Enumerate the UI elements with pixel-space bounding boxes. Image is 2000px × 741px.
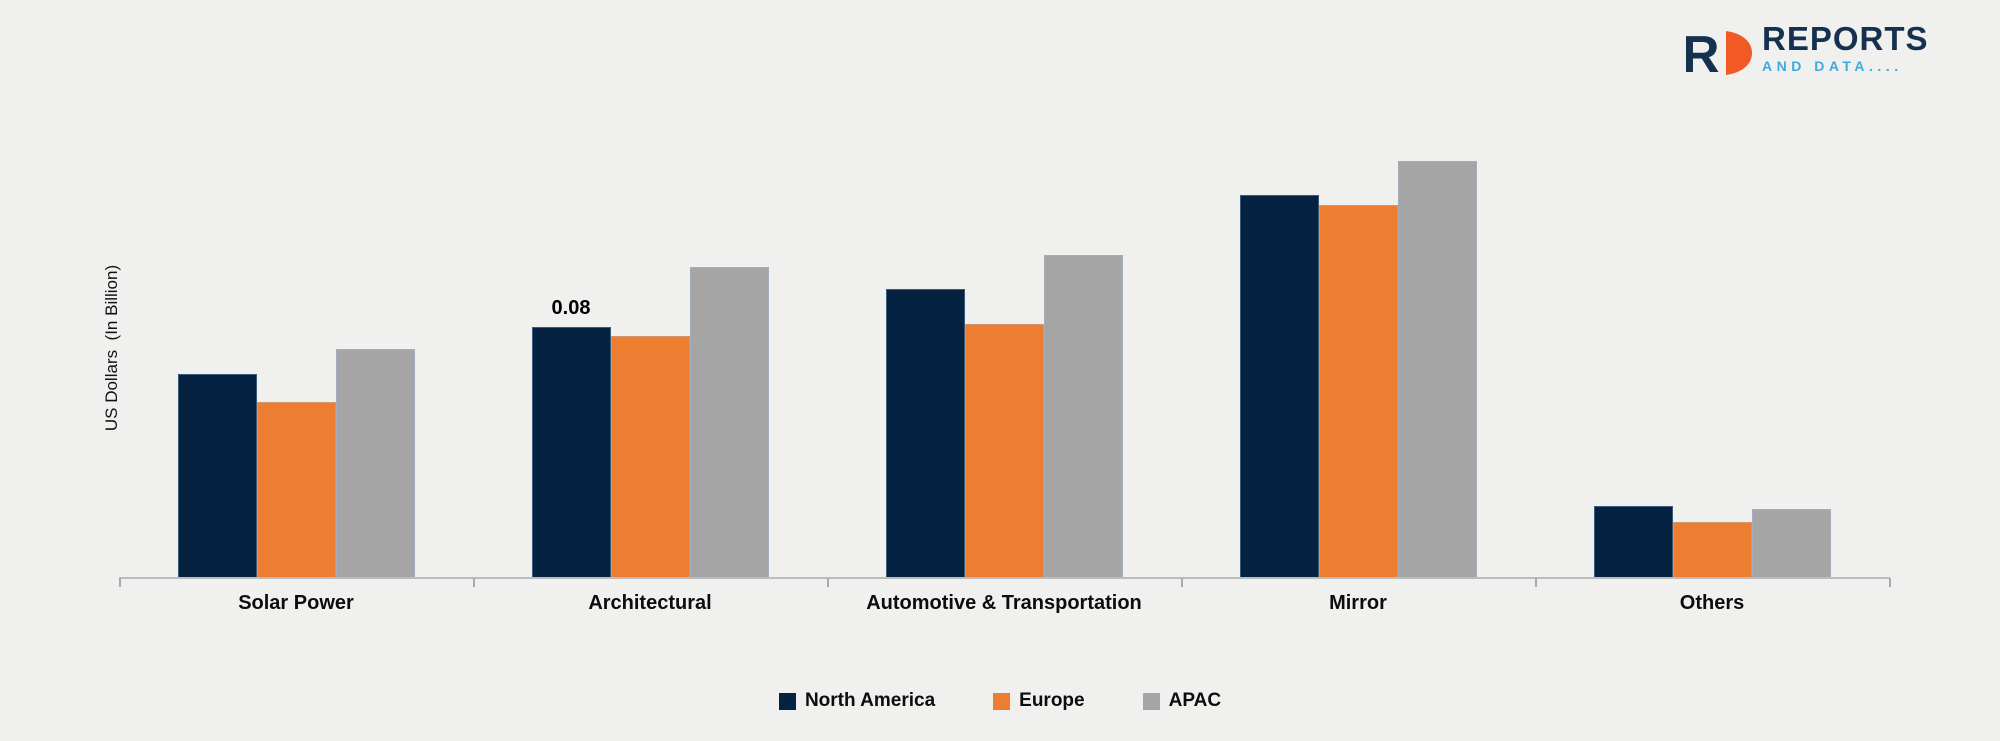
bar-group-solar-power [119, 100, 473, 578]
bar-apac-others [1751, 509, 1831, 578]
legend-item-apac: APAC [1142, 690, 1222, 712]
bar-apac-automotive-transportation [1043, 255, 1123, 578]
bar-group-mirror [1181, 100, 1535, 578]
plot-area: 0.08 [119, 100, 1889, 578]
bar-group-others [1535, 100, 1889, 578]
logo-text: REPORTS AND DATA.... [1762, 20, 1929, 74]
legend-swatch-europe [993, 692, 1011, 710]
legend-label-apac: APAC [1168, 690, 1222, 711]
bar-north-america-others [1593, 506, 1673, 578]
legend-swatch-north-america [778, 692, 796, 710]
legend-item-europe: Europe [993, 690, 1085, 712]
logo-subtitle: AND DATA.... [1762, 57, 1903, 74]
logo-rd-icon: R [1686, 28, 1752, 78]
category-label-others: Others [1679, 592, 1745, 614]
legend-label-europe: Europe [1019, 690, 1085, 711]
bar-north-america-automotive-transportation [885, 289, 965, 578]
legend-label-north-america: North America [804, 690, 936, 711]
category-label-automotive-transportation: Automotive & Transportation [866, 592, 1142, 614]
x-axis-tick [827, 578, 829, 587]
x-axis-tick [119, 578, 121, 587]
bar-north-america-mirror [1239, 195, 1319, 578]
category-label-architectural: Architectural [588, 592, 712, 614]
data-label-architectural: 0.08 [551, 297, 591, 319]
bar-europe-solar-power [256, 402, 336, 578]
category-label-mirror: Mirror [1329, 592, 1387, 614]
reports-and-data-logo: R REPORTS AND DATA.... [1686, 20, 1929, 78]
bar-group-automotive-transportation [827, 100, 1181, 578]
bar-europe-automotive-transportation [964, 324, 1044, 578]
category-labels-row: Solar Power Architectural Automotive & Tra… [119, 592, 1889, 622]
x-axis-tick [1181, 578, 1183, 587]
bar-europe-others [1672, 522, 1752, 578]
svg-text:R: R [1686, 28, 1720, 78]
legend-swatch-apac [1142, 692, 1160, 710]
bar-north-america-solar-power [177, 374, 257, 578]
x-axis-line [119, 577, 1890, 579]
x-axis-tick [1889, 578, 1891, 587]
legend: North America Europe APAC [0, 690, 2000, 712]
bar-apac-solar-power [335, 349, 415, 578]
bar-north-america-architectural: 0.08 [531, 297, 611, 578]
logo-title: REPORTS [1762, 20, 1929, 57]
category-label-solar-power: Solar Power [238, 592, 354, 614]
bar-apac-mirror [1397, 161, 1477, 578]
bar-europe-architectural [610, 336, 690, 578]
x-axis-tick [473, 578, 475, 587]
x-axis-tick [1535, 578, 1537, 587]
legend-item-north-america: North America [778, 690, 936, 712]
bar-europe-mirror [1318, 205, 1398, 578]
bar-apac-architectural [689, 267, 769, 578]
bar-group-architectural: 0.08 [473, 100, 827, 578]
